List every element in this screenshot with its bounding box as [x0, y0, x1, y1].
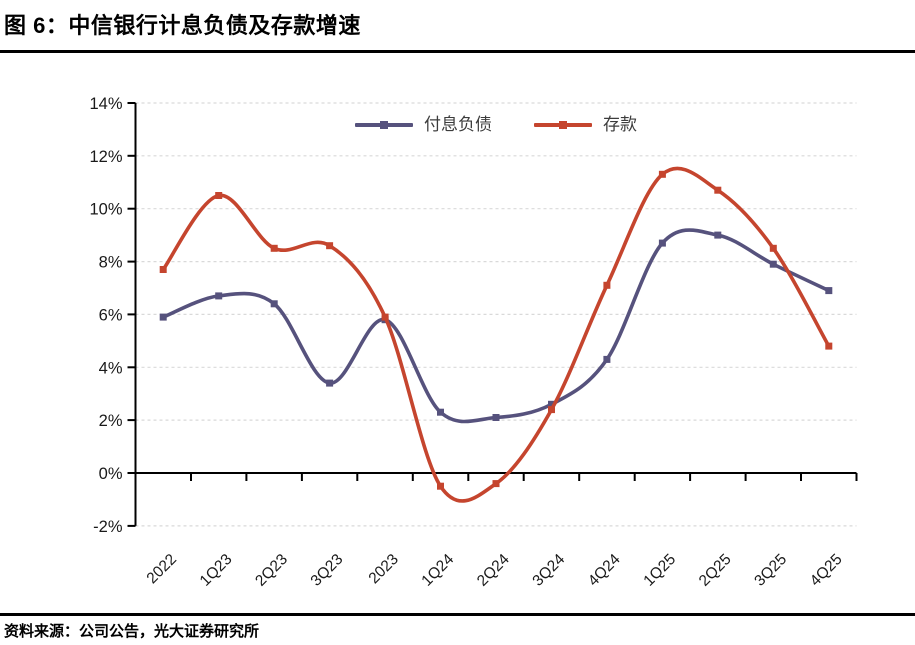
liabilities-series-marker: [548, 400, 555, 408]
figure-title: 图 6：中信银行计息负债及存款增速: [4, 13, 361, 38]
liabilities-series-marker: [270, 300, 278, 308]
legend-item-liabilities: 付息负债: [355, 113, 492, 137]
x-tick-label: 2Q24: [474, 551, 513, 590]
deposits-series-marker: [159, 266, 167, 273]
x-tick-label: 1Q23: [197, 551, 236, 590]
liabilities-series-marker: [215, 292, 223, 300]
y-tick-label: 0%: [99, 465, 123, 483]
x-tick-label: 2022: [144, 551, 180, 587]
legend-item-deposits: 存款: [534, 113, 637, 137]
legend-square-marker: [559, 121, 567, 129]
liabilities-series-marker: [658, 239, 666, 247]
liabilities-series-marker: [825, 287, 833, 295]
deposits-series-marker: [603, 281, 611, 289]
line-square-marker-icon: [355, 113, 413, 137]
liabilities-series-marker: [769, 260, 777, 268]
deposits-series-marker: [215, 192, 223, 199]
liabilities-series-marker: [714, 231, 722, 239]
deposits-series-marker: [381, 313, 389, 321]
footer-divider: [0, 613, 915, 616]
line-square-marker-icon: [534, 113, 592, 137]
x-tick-label: 4Q24: [585, 551, 624, 590]
chart-legend: 付息负债 存款: [135, 113, 857, 137]
liabilities-series-line: [161, 228, 831, 424]
liabilities-series-marker: [492, 414, 500, 421]
deposits-series-marker: [658, 170, 666, 178]
y-tick-label: 4%: [99, 359, 123, 377]
x-tick-label: 1Q25: [640, 551, 679, 590]
deposits-series-marker: [326, 242, 334, 250]
x-tick-label: 4Q25: [807, 551, 846, 590]
legend-square-marker: [380, 121, 388, 129]
x-tick-label: 2Q25: [696, 551, 735, 590]
title-divider: [0, 50, 915, 53]
deposits-series-marker: [548, 406, 555, 414]
legend-label: 存款: [603, 115, 637, 134]
y-tick-label: 8%: [99, 254, 123, 272]
x-tick-label: 3Q23: [308, 551, 347, 590]
liabilities-series-marker: [326, 379, 334, 387]
x-tick-label: 3Q25: [751, 551, 790, 590]
y-tick-label: 6%: [99, 306, 123, 324]
x-tick-label: 3Q24: [529, 551, 568, 590]
y-tick-label: 2%: [99, 412, 123, 430]
y-tick-label: -2%: [93, 518, 123, 536]
legend-label: 付息负债: [424, 115, 492, 134]
liabilities-series-marker: [603, 355, 611, 363]
x-tick-label: 2Q23: [252, 551, 291, 590]
y-tick-label: 12%: [89, 148, 122, 166]
deposits-series-marker: [437, 482, 444, 490]
deposits-series-marker: [270, 244, 278, 252]
x-tick-label: 1Q24: [418, 551, 457, 590]
deposits-series-marker: [825, 342, 833, 350]
y-tick-label: 10%: [89, 201, 122, 219]
liabilities-series-marker: [159, 313, 167, 321]
x-tick-label: 2023: [366, 551, 402, 587]
source-note: 资料来源：公司公告，光大证券研究所: [4, 623, 260, 640]
deposits-series-marker: [769, 244, 777, 252]
deposits-series-line: [161, 166, 831, 503]
deposits-series-marker: [492, 480, 500, 488]
y-tick-label: 14%: [89, 95, 122, 113]
deposits-series-marker: [714, 186, 722, 194]
liabilities-series-marker: [437, 408, 444, 416]
